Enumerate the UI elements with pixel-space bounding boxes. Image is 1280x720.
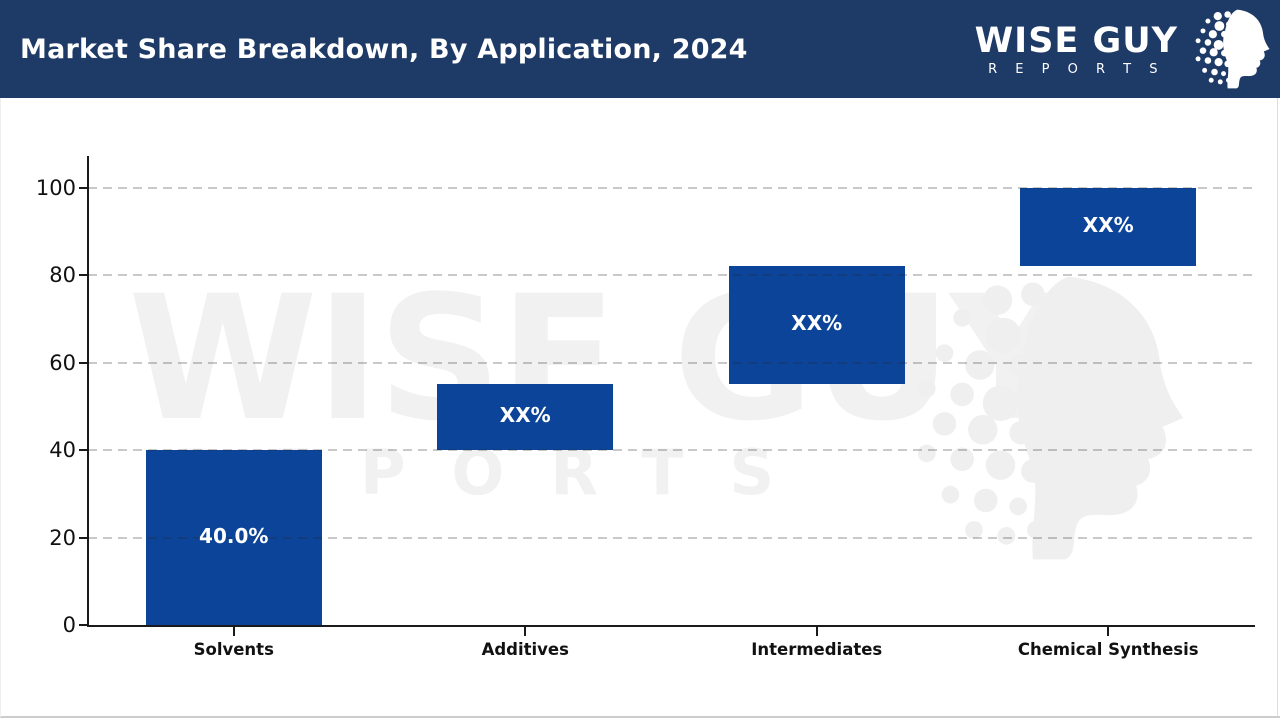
gridline-100: [88, 186, 1254, 189]
x-tick-additives: [524, 627, 527, 636]
x-axis-line: [87, 625, 1255, 627]
gridline-60: [88, 361, 1254, 364]
chart-area: WISE GUY REPORTS 0 20 40 60 80 100 40.0% Solven…: [0, 98, 1280, 720]
y-tick-80: [79, 274, 88, 276]
y-tick-0: [79, 624, 88, 626]
header-bar: Market Share Breakdown, By Application, …: [0, 0, 1280, 98]
page-border-right: [1277, 98, 1278, 717]
bar-intermediates: [728, 266, 905, 385]
gridline-40: [88, 449, 1254, 451]
y-tick-20: [79, 536, 88, 539]
wise-guy-logo: WISE GUY R E P O R T S: [975, 6, 1272, 92]
wise-guy-face-icon: [1195, 9, 1270, 89]
bar-label-solvents: 40.0%: [199, 523, 269, 548]
watermark-face-icon: [917, 276, 1184, 560]
x-tick-label-additives: Additives: [481, 640, 569, 659]
y-tick-label-100: 100: [35, 175, 76, 200]
x-tick-chemical-synthesis: [1107, 627, 1110, 636]
page-border-bottom: [0, 716, 1280, 718]
bar-label-chemical-synthesis: XX%: [1082, 212, 1134, 237]
bar-label-additives: XX%: [499, 403, 551, 428]
y-tick-label-0: 0: [62, 613, 76, 637]
y-axis-line: [87, 156, 89, 627]
y-tick-60: [79, 361, 88, 364]
logo-subtitle-text: R E P O R T S: [988, 61, 1165, 77]
y-tick-100: [79, 186, 88, 189]
bar-label-intermediates: XX%: [791, 311, 843, 336]
gridline-20: [88, 536, 1254, 539]
y-tick-label-40: 40: [49, 438, 76, 462]
y-tick-label-60: 60: [49, 350, 76, 375]
gridline-80: [88, 274, 1254, 276]
x-tick-label-chemical-synthesis: Chemical Synthesis: [1017, 640, 1199, 659]
logo-wordmark-text: WISE GUY: [974, 20, 1178, 61]
x-tick-label-intermediates: Intermediates: [751, 640, 883, 659]
bar-chemical-synthesis: [1020, 187, 1197, 267]
x-tick-intermediates: [815, 627, 818, 636]
page-title: Market Share Breakdown, By Application, …: [20, 34, 748, 65]
page-border-left: [0, 98, 1, 717]
x-tick-label-solvents: Solvents: [193, 640, 274, 659]
y-tick-label-20: 20: [49, 525, 76, 550]
x-tick-solvents: [232, 627, 235, 636]
logo-wordmark: WISE GUY R E P O R T S: [975, 22, 1178, 77]
y-tick-label-80: 80: [49, 263, 76, 287]
bar-solvents: [145, 450, 322, 625]
bar-additives: [437, 384, 614, 450]
y-tick-40: [79, 449, 88, 451]
